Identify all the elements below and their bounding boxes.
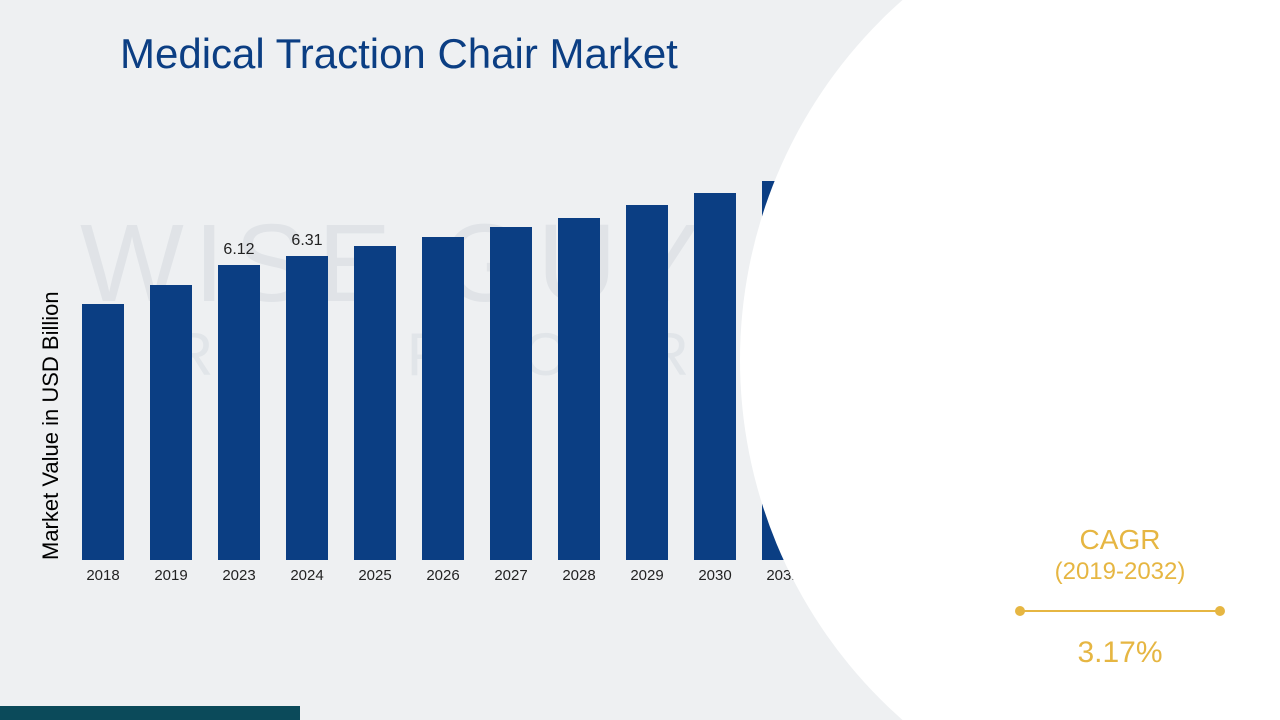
bar xyxy=(82,304,124,560)
brand-logo-line2: R E P O R T S xyxy=(1043,65,1250,83)
x-tick-label: 2023 xyxy=(222,567,255,584)
x-tick-label: 2019 xyxy=(154,567,187,584)
cagr-value: 3.17% xyxy=(990,636,1250,670)
bar xyxy=(150,285,192,560)
cagr-dot-left xyxy=(1015,606,1025,616)
bar xyxy=(354,246,396,560)
sidebar: WISE GUY R E P O R T S CAGR (2019-2032) … xyxy=(960,0,1280,720)
cagr-range: (2019-2032) xyxy=(990,558,1250,586)
brand-logo-line1: WISE GUY xyxy=(1043,30,1250,69)
bar-value-label: 6.31 xyxy=(291,232,322,250)
bar xyxy=(694,193,736,560)
x-tick-label: 2024 xyxy=(290,567,323,584)
x-tick-label: 2028 xyxy=(562,567,595,584)
x-tick-label: 2018 xyxy=(86,567,119,584)
bar xyxy=(218,265,260,560)
x-tick-label: 2027 xyxy=(494,567,527,584)
cagr-divider xyxy=(1020,604,1220,618)
stage: WISE GUY R E P O R T S Medical Traction … xyxy=(0,0,1280,720)
footer-accent-bar xyxy=(0,706,300,720)
y-axis-label: Market Value in USD Billion xyxy=(38,291,64,560)
bar xyxy=(626,205,668,560)
x-tick-label: 2030 xyxy=(698,567,731,584)
cagr-dot-right xyxy=(1215,606,1225,616)
x-tick-label: 2025 xyxy=(358,567,391,584)
x-tick-label: 2026 xyxy=(426,567,459,584)
bar xyxy=(422,237,464,560)
bar xyxy=(558,218,600,560)
x-tick-label: 2029 xyxy=(630,567,663,584)
bar-value-label: 6.12 xyxy=(223,241,254,259)
bar xyxy=(286,256,328,560)
cagr-box: CAGR (2019-2032) 3.17% xyxy=(990,524,1250,670)
bar xyxy=(490,227,532,560)
chart-title: Medical Traction Chair Market xyxy=(120,30,678,78)
cagr-label: CAGR xyxy=(990,524,1250,556)
brand-logo: WISE GUY R E P O R T S xyxy=(1043,30,1250,83)
